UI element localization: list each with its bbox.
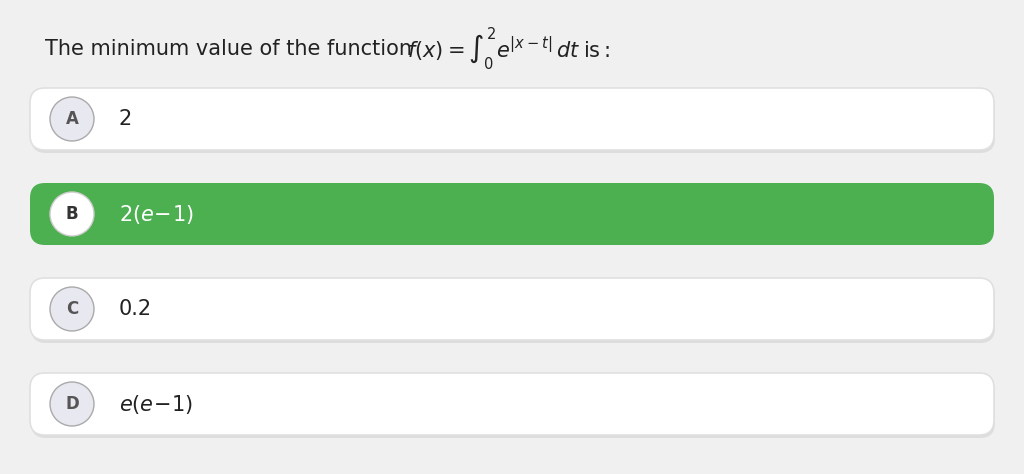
Text: $2(e\!-\!1)$: $2(e\!-\!1)$ xyxy=(119,202,194,226)
FancyBboxPatch shape xyxy=(31,91,995,153)
Text: $e(e\!-\!1)$: $e(e\!-\!1)$ xyxy=(119,392,194,416)
Text: B: B xyxy=(66,205,78,223)
Circle shape xyxy=(50,192,94,236)
Text: $f(x) = \int_0^2 e^{|x-t|}\,dt\;{\rm is:}$: $f(x) = \int_0^2 e^{|x-t|}\,dt\;{\rm is:… xyxy=(407,26,610,73)
FancyBboxPatch shape xyxy=(30,88,994,150)
Text: The minimum value of the function: The minimum value of the function xyxy=(45,39,419,59)
Text: A: A xyxy=(66,110,79,128)
Circle shape xyxy=(50,287,94,331)
FancyBboxPatch shape xyxy=(31,281,995,343)
Text: 0.2: 0.2 xyxy=(119,299,153,319)
Circle shape xyxy=(50,382,94,426)
FancyBboxPatch shape xyxy=(31,376,995,438)
Circle shape xyxy=(50,97,94,141)
FancyBboxPatch shape xyxy=(30,278,994,340)
Text: 2: 2 xyxy=(119,109,132,129)
Text: C: C xyxy=(66,300,78,318)
Text: D: D xyxy=(66,395,79,413)
FancyBboxPatch shape xyxy=(30,373,994,435)
FancyBboxPatch shape xyxy=(30,183,994,245)
